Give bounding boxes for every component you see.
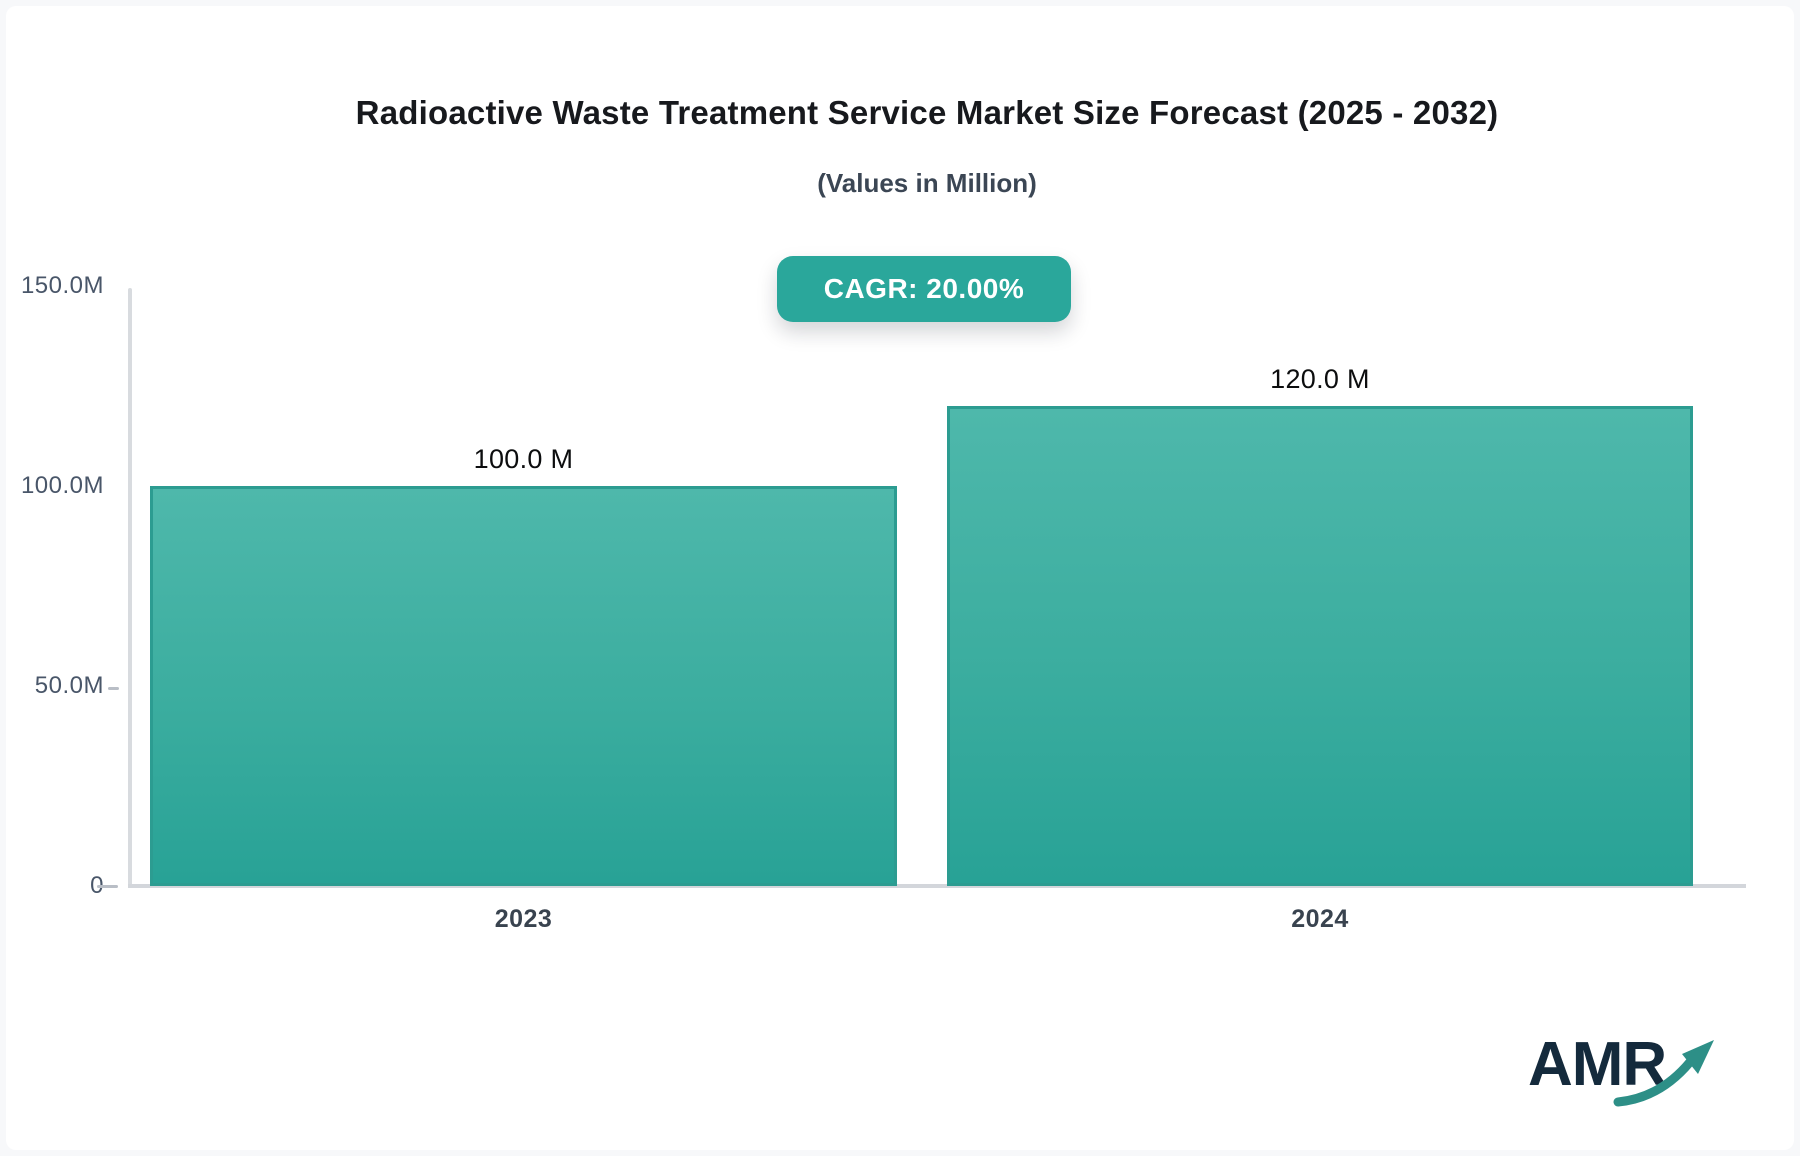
x-axis-line — [128, 884, 1746, 888]
amr-logo: AMR — [1528, 1032, 1738, 1122]
bar-2024 — [947, 406, 1693, 886]
y-tick-label-150: 150.0M — [20, 272, 104, 299]
cagr-badge-label: CAGR: 20.00% — [823, 273, 1025, 304]
y-tick-label-0: 0 — [0, 871, 104, 901]
y-tick-label-50: 50.0M — [34, 672, 104, 699]
y-axis-line — [128, 288, 132, 888]
x-tick-label-2023: 2023 — [494, 905, 553, 933]
x-tick-label-2024: 2024 — [1291, 905, 1349, 933]
y-tick-mark-50 — [108, 687, 119, 690]
bar-value-label-2024: 120.0 M — [1270, 364, 1370, 394]
bar-2023 — [150, 486, 897, 886]
chart-subtitle: (Values in Million) — [817, 168, 1037, 198]
y-tick-mark-0 — [97, 885, 118, 888]
amr-logo-text: AMR — [1528, 1030, 1667, 1099]
y-tick-label-100: 100.0M — [20, 472, 104, 499]
chart-title: Radioactive Waste Treatment Service Mark… — [355, 94, 1499, 131]
amr-logo-arrow-icon — [1613, 1040, 1714, 1107]
cagr-badge: CAGR: 20.00% — [777, 256, 1071, 322]
bar-value-label-2023: 100.0 M — [473, 444, 574, 474]
